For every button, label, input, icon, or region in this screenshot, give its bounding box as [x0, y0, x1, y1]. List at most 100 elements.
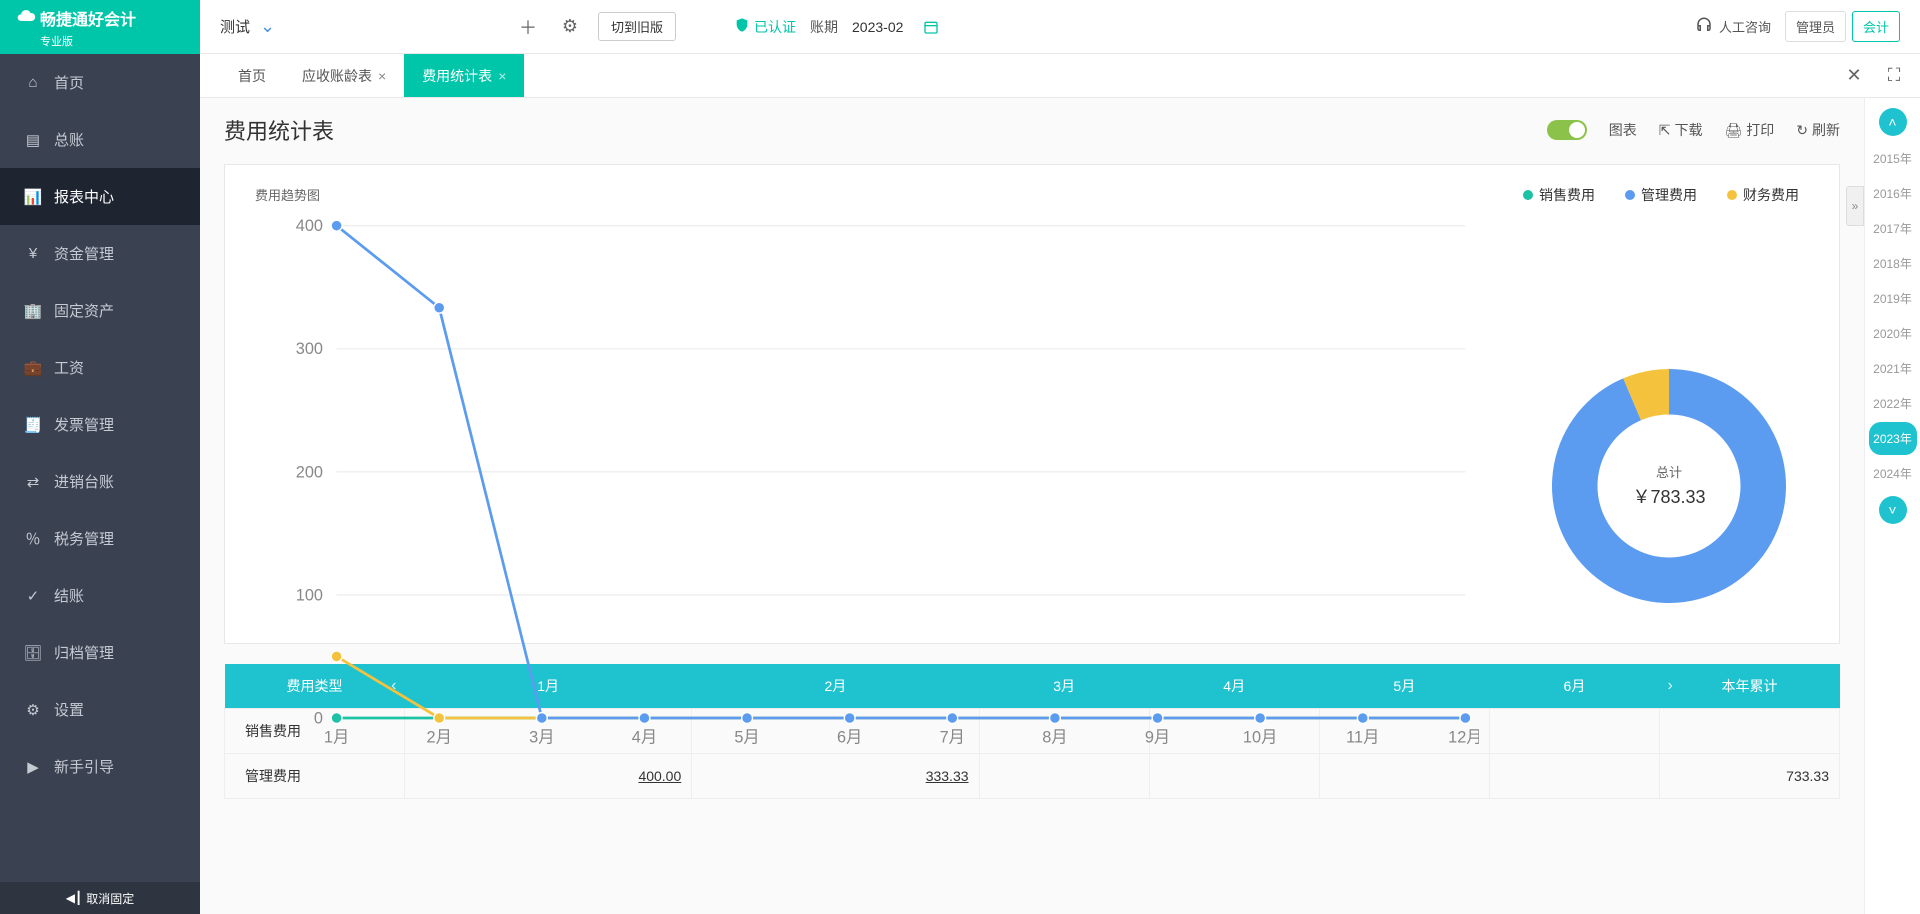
sidebar-item-4[interactable]: 🏢固定资产: [0, 282, 200, 339]
year-item-2019年[interactable]: 2019年: [1869, 282, 1917, 315]
th-prev-icon[interactable]: ‹: [391, 677, 396, 695]
year-item-2020年[interactable]: 2020年: [1869, 317, 1917, 350]
nav-icon-0: ⌂: [24, 74, 42, 92]
refresh-button[interactable]: ↻ 刷新: [1796, 120, 1840, 140]
year-item-2021年[interactable]: 2021年: [1869, 352, 1917, 385]
chart-panel: 费用趋势图 销售费用管理费用财务费用 01002003004001月2月3月4月…: [224, 164, 1840, 644]
sidebar-item-6[interactable]: 🧾发票管理: [0, 396, 200, 453]
sidebar-item-11[interactable]: ⚙ 设置: [0, 681, 200, 738]
cell[interactable]: 400.00: [405, 754, 692, 799]
tab-2[interactable]: 费用统计表×: [404, 54, 524, 97]
nav-icon-1: ▤: [24, 131, 42, 149]
year-item-2023年[interactable]: 2023年: [1869, 422, 1917, 455]
print-button[interactable]: 🖨 打印: [1724, 120, 1774, 140]
fullscreen-icon[interactable]: ⛶: [1880, 62, 1908, 90]
sidebar-item-8[interactable]: ％税务管理: [0, 510, 200, 567]
nav-label: 进销台账: [54, 471, 114, 492]
sidebar-item-0[interactable]: ⌂首页: [0, 54, 200, 111]
sidebar: 畅捷通好会计 专业版 ⌂首页▤总账📊报表中心¥资金管理🏢固定资产💼工资🧾发票管理…: [0, 0, 200, 914]
brand-edition: 专业版: [16, 33, 200, 49]
legend-item-0[interactable]: 销售费用: [1523, 185, 1595, 205]
nav-icon-9: ✓: [24, 587, 42, 605]
sidebar-item-2[interactable]: 📊报表中心: [0, 168, 200, 225]
cell: [1149, 754, 1319, 799]
chart-toggle[interactable]: [1547, 120, 1587, 140]
svg-text:11月: 11月: [1346, 729, 1379, 747]
cell[interactable]: 333.33: [692, 754, 979, 799]
page-title: 费用统计表: [224, 114, 334, 146]
nav-icon-4: 🏢: [24, 302, 42, 320]
year-item-2022年[interactable]: 2022年: [1869, 387, 1917, 420]
legend-item-2[interactable]: 财务费用: [1727, 185, 1799, 205]
verified-badge: 已认证: [734, 17, 796, 37]
th-month-1: 2月: [692, 664, 979, 709]
pin-label: 取消固定: [86, 890, 134, 907]
year-item-2016年[interactable]: 2016年: [1869, 177, 1917, 210]
support-link[interactable]: 人工咨询: [1695, 16, 1771, 37]
refresh-icon: ↻: [1796, 122, 1808, 139]
tab-1[interactable]: 应收账龄表×: [284, 54, 404, 97]
year-scroll-up[interactable]: ˄: [1879, 108, 1907, 136]
th-total: ›本年累计: [1660, 664, 1840, 709]
year-scroll-down[interactable]: ˅: [1879, 496, 1907, 524]
nav-label: 设置: [54, 699, 84, 720]
nav-icon-5: 💼: [24, 359, 42, 377]
th-month-3: 4月: [1149, 664, 1319, 709]
pin-icon: ◀┃: [66, 891, 82, 905]
table-row: 管理费用400.00333.33733.33: [225, 754, 1840, 799]
nav-icon-11: ⚙: [24, 701, 42, 719]
sidebar-item-12[interactable]: ▶新手引导: [0, 738, 200, 795]
gear-icon[interactable]: ⚙: [556, 13, 584, 41]
sidebar-item-5[interactable]: 💼工资: [0, 339, 200, 396]
tab-close-icon[interactable]: ×: [498, 68, 506, 84]
tab-0[interactable]: 首页: [220, 54, 284, 97]
cloud-icon: [16, 6, 36, 31]
download-button[interactable]: ⇱ 下载: [1659, 120, 1703, 140]
year-item-2015年[interactable]: 2015年: [1869, 142, 1917, 175]
pin-toggle[interactable]: ◀┃ 取消固定: [0, 882, 200, 914]
sidebar-item-10[interactable]: 🗄 归档管理: [0, 624, 200, 681]
svg-text:400: 400: [296, 217, 323, 235]
svg-text:6月: 6月: [837, 729, 862, 747]
nav-icon-7: ⇄: [24, 473, 42, 491]
nav-icon-2: 📊: [24, 188, 42, 206]
svg-text:12月: 12月: [1448, 729, 1479, 747]
topbar: 测试 ⌄ ＋ ⚙ 切到旧版 已认证 账期 2023-02: [200, 0, 1920, 54]
nav-label: 新手引导: [54, 756, 114, 777]
rail-expand-icon[interactable]: »: [1846, 186, 1864, 226]
brand-name: 畅捷通好会计: [40, 6, 136, 30]
row-total: 733.33: [1660, 754, 1840, 799]
tab-close-icon[interactable]: ×: [378, 68, 386, 84]
old-version-button[interactable]: 切到旧版: [598, 12, 676, 41]
sidebar-item-9[interactable]: ✓ 结账: [0, 567, 200, 624]
year-item-2017年[interactable]: 2017年: [1869, 212, 1917, 245]
th-month-0: 1月: [405, 664, 692, 709]
nav-label: 资金管理: [54, 243, 114, 264]
tabbar: 首页应收账龄表×费用统计表× ✕ ⛶: [200, 54, 1920, 98]
svg-text:10月: 10月: [1243, 729, 1277, 747]
tab-close-all-icon[interactable]: ✕: [1840, 62, 1868, 90]
nav-icon-10: 🗄: [24, 644, 42, 662]
year-item-2024年[interactable]: 2024年: [1869, 457, 1917, 490]
legend-item-1[interactable]: 管理费用: [1625, 185, 1697, 205]
legend-dot-icon: [1523, 190, 1533, 200]
role-button-1[interactable]: 会计: [1852, 11, 1900, 42]
sidebar-item-7[interactable]: ⇄ 进销台账: [0, 453, 200, 510]
verified-text: 已认证: [754, 17, 796, 37]
th-month-2: 3月: [979, 664, 1149, 709]
th-next-icon[interactable]: ›: [1668, 677, 1673, 695]
year-item-2018年[interactable]: 2018年: [1869, 247, 1917, 280]
cell: [1319, 754, 1489, 799]
nav-icon-6: 🧾: [24, 416, 42, 434]
download-icon: ⇱: [1659, 122, 1671, 139]
calendar-icon[interactable]: [917, 13, 945, 41]
nav-label: 结账: [54, 585, 84, 606]
legend-dot-icon: [1727, 190, 1737, 200]
year-rail: ˄ 2015年2016年2017年2018年2019年2020年2021年202…: [1864, 98, 1920, 914]
sidebar-item-1[interactable]: ▤总账: [0, 111, 200, 168]
company-selector[interactable]: 测试 ⌄: [220, 16, 500, 37]
nav-label: 归档管理: [54, 642, 114, 663]
add-icon[interactable]: ＋: [514, 13, 542, 41]
sidebar-item-3[interactable]: ¥资金管理: [0, 225, 200, 282]
role-button-0[interactable]: 管理员: [1785, 11, 1846, 42]
